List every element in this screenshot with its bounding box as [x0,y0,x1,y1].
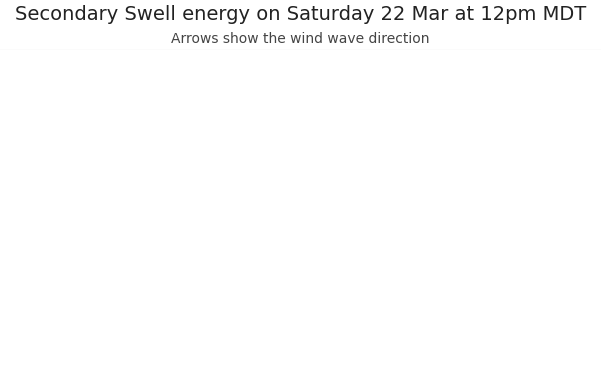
Text: Arrows show the wind wave direction: Arrows show the wind wave direction [171,32,430,46]
Text: Map requires cartopy: Map requires cartopy [197,200,404,219]
Text: Secondary Swell energy on Saturday 22 Mar at 12pm MDT: Secondary Swell energy on Saturday 22 Ma… [15,6,586,24]
